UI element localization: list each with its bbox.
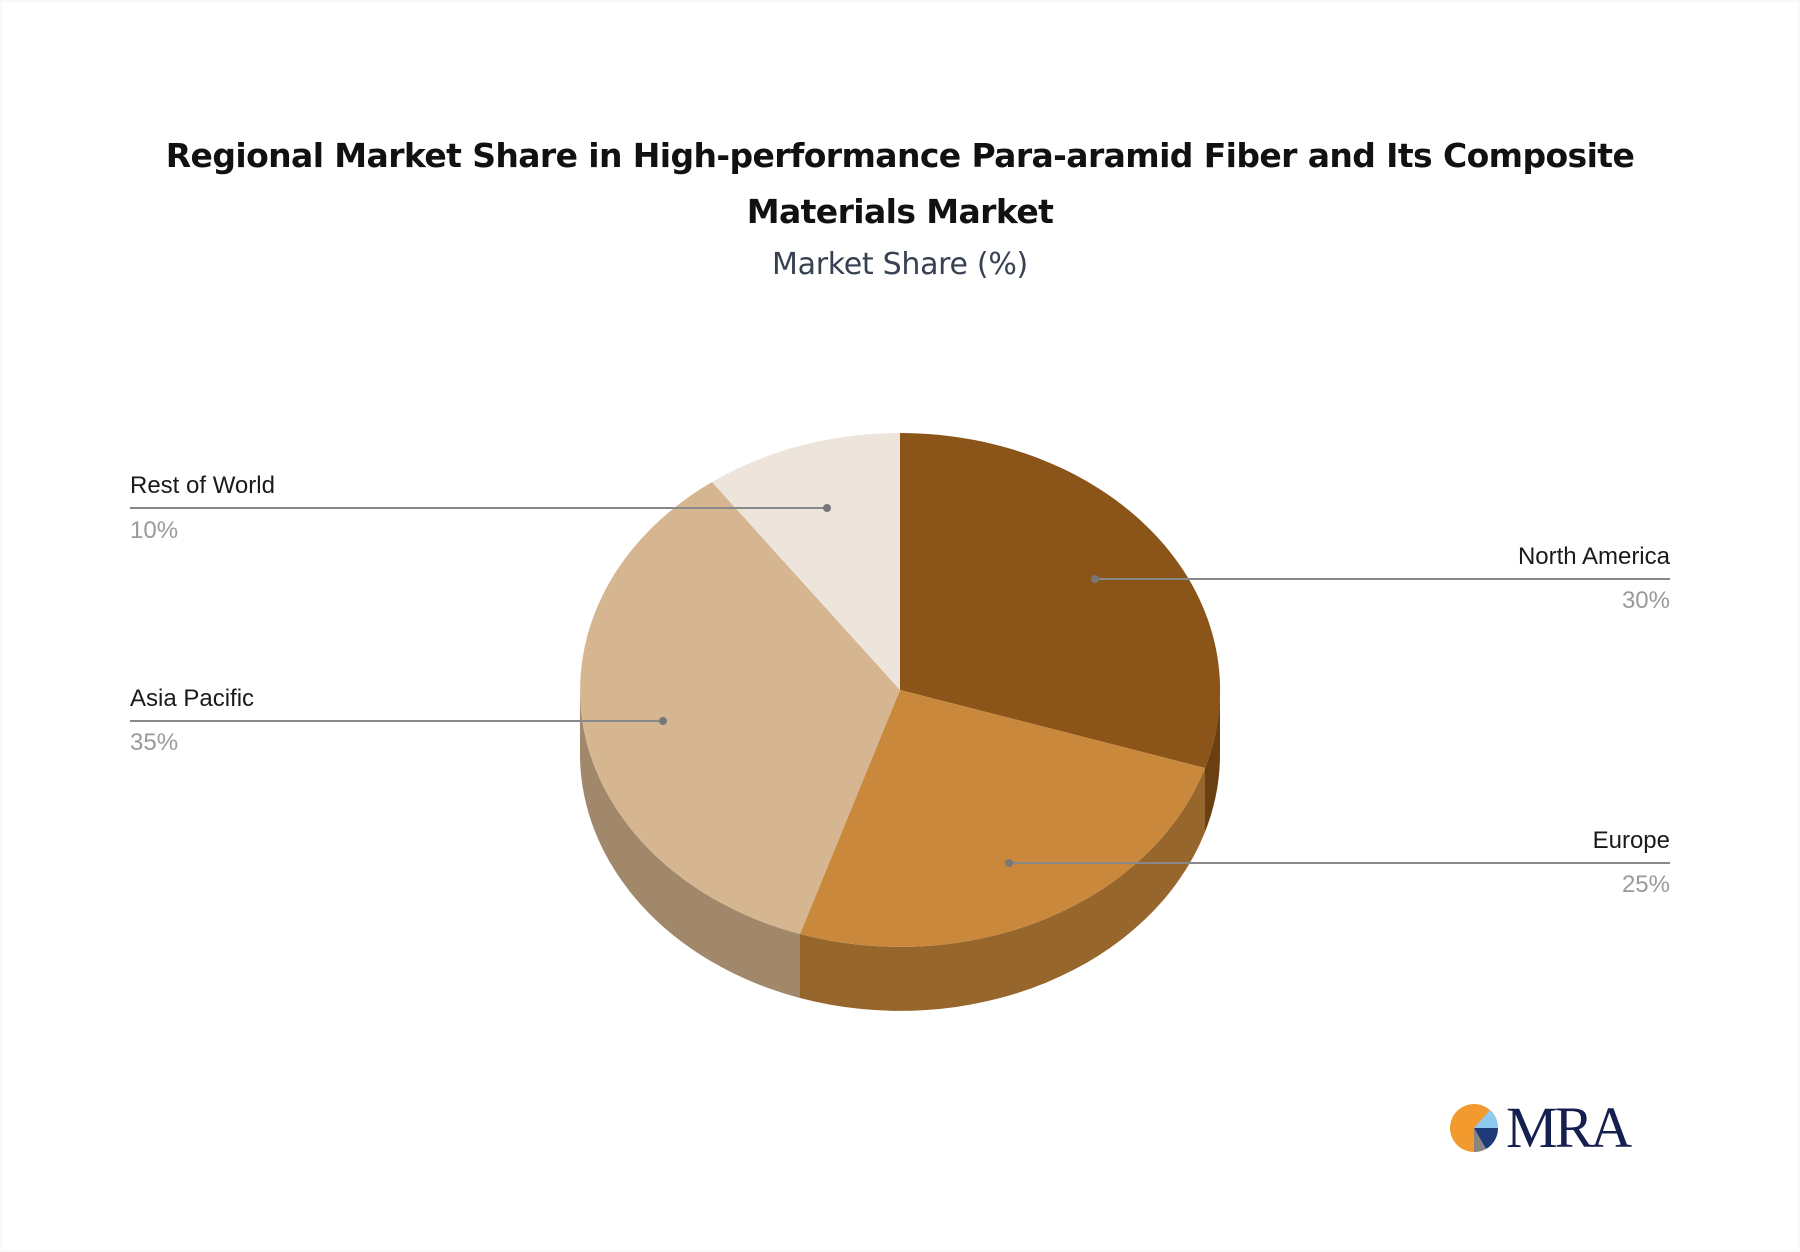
chart-title-line1: Regional Market Share in High-performanc… — [165, 136, 1635, 175]
label-europe: Europe — [1592, 827, 1670, 854]
chart-subtitle: Market Share (%) — [772, 247, 1028, 282]
slice-wall-europe — [800, 768, 1205, 1011]
pie-top — [580, 432, 1221, 947]
value-europe: 25% — [1621, 871, 1670, 898]
leader-lines — [130, 504, 1670, 867]
slice-north-america[interactable] — [900, 432, 1221, 768]
chart-title-line2: Materials Market — [746, 192, 1054, 231]
mra-logo: MRA — [1448, 1098, 1638, 1158]
pie-depth — [580, 690, 1221, 1011]
logo-pie-icon — [1450, 1104, 1499, 1153]
value-asia-pacific: 35% — [130, 729, 179, 756]
label-rest-of-world: Rest of World — [130, 472, 275, 499]
slice-wall-asia-pacific — [580, 690, 800, 998]
slice-europe[interactable] — [800, 690, 1205, 947]
slice-asia-pacific[interactable] — [580, 482, 900, 934]
slice-wall-north-america — [1205, 690, 1221, 832]
label-asia-pacific: Asia Pacific — [130, 685, 255, 712]
slice-rest-of-world[interactable] — [712, 433, 900, 690]
logo-text: MRA — [1506, 1095, 1632, 1160]
label-north-america: North America — [1517, 543, 1670, 570]
value-rest-of-world: 10% — [130, 517, 179, 544]
value-north-america: 30% — [1621, 587, 1670, 614]
